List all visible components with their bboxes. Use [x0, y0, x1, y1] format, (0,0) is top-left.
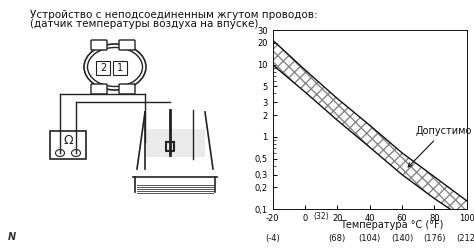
Text: (140): (140) — [391, 234, 413, 243]
Text: (212): (212) — [456, 234, 474, 243]
FancyBboxPatch shape — [119, 40, 135, 50]
Text: 1: 1 — [117, 63, 123, 73]
Text: Допустимо: Допустимо — [408, 126, 472, 167]
Text: (104): (104) — [359, 234, 381, 243]
Text: Ω: Ω — [63, 135, 73, 147]
Ellipse shape — [55, 149, 64, 156]
Text: Сопротивление,
кОм: Сопротивление, кОм — [277, 56, 360, 78]
Bar — [96, 61, 110, 75]
Text: Устройство с неподсоединенным жгутом проводов:: Устройство с неподсоединенным жгутом про… — [30, 10, 318, 20]
Text: (-4): (-4) — [265, 234, 280, 243]
Ellipse shape — [88, 47, 143, 86]
Text: Температура °C (°F): Температура °C (°F) — [340, 220, 443, 230]
FancyBboxPatch shape — [119, 84, 135, 94]
Bar — [145, 129, 205, 157]
FancyBboxPatch shape — [91, 84, 107, 94]
Bar — [50, 131, 86, 159]
Text: (датчик температуры воздуха на впуске): (датчик температуры воздуха на впуске) — [30, 19, 258, 29]
FancyBboxPatch shape — [91, 40, 107, 50]
Bar — [113, 61, 127, 75]
Text: 2: 2 — [100, 63, 106, 73]
Text: (176): (176) — [423, 234, 446, 243]
Ellipse shape — [84, 44, 146, 90]
Text: (32): (32) — [313, 212, 329, 221]
Ellipse shape — [72, 149, 81, 156]
Text: (68): (68) — [328, 234, 346, 243]
Text: N: N — [8, 232, 16, 242]
